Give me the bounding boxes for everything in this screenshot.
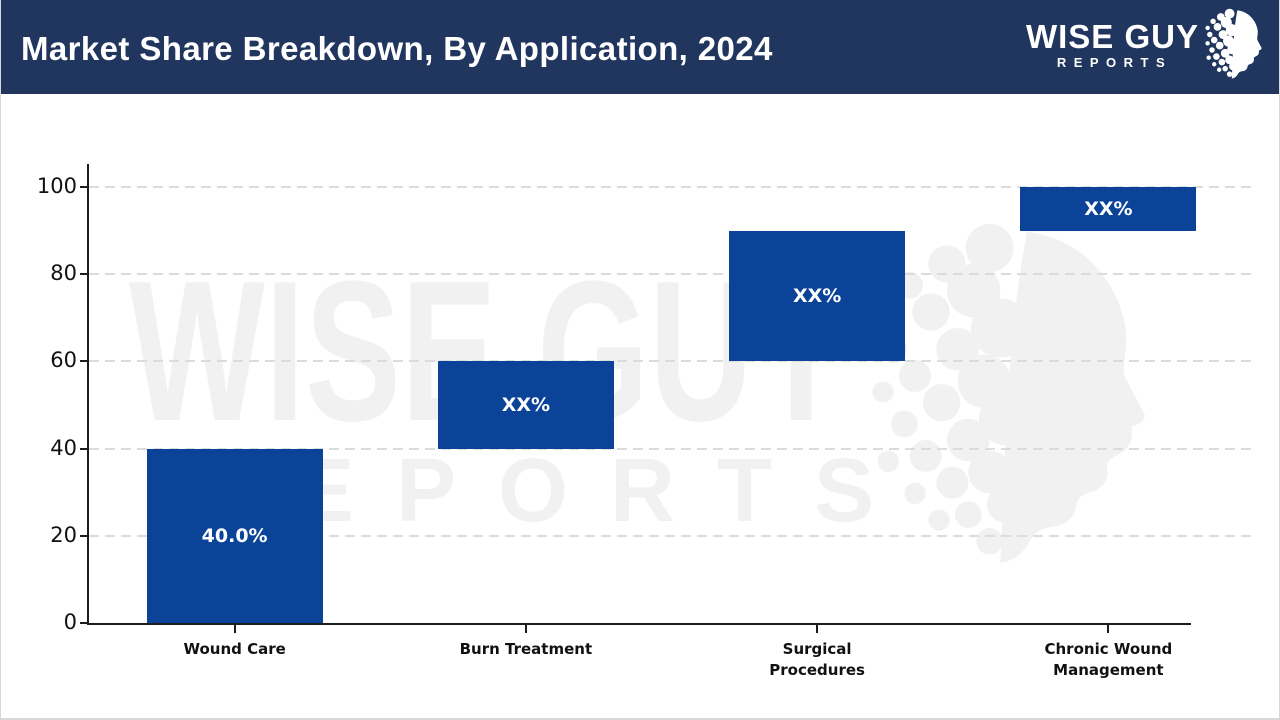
chart-area: WISE GUY REPORTS 40.0% XX% XX% XX% 0 20 40 60 80… bbox=[1, 94, 1279, 718]
bar-burn-treatment: XX% bbox=[437, 361, 614, 449]
gridline-y-60 bbox=[89, 360, 1254, 363]
category-label-wound-care: Wound Care bbox=[115, 639, 355, 660]
y-tick-0 bbox=[80, 622, 88, 624]
category-label-line: Wound Care bbox=[183, 640, 286, 658]
category-label-line: Surgical bbox=[782, 640, 852, 658]
gridline-y-40 bbox=[89, 447, 1254, 450]
x-axis bbox=[87, 623, 1191, 625]
category-label-line: Burn Treatment bbox=[459, 640, 593, 658]
y-tick-100 bbox=[80, 186, 88, 188]
wiseguy-head-icon bbox=[1201, 6, 1267, 84]
gridline-y-80 bbox=[89, 273, 1254, 276]
category-label-surgical-procedures: Surgical Procedures bbox=[697, 639, 937, 681]
gridline-y-100 bbox=[89, 186, 1254, 188]
header-bar: Market Share Breakdown, By Application, … bbox=[1, 0, 1279, 94]
x-tick-1 bbox=[524, 625, 527, 633]
y-tick-label-80: 80 bbox=[50, 261, 77, 286]
bar-value-label-surgical-procedures: XX% bbox=[792, 284, 842, 307]
y-tick-60 bbox=[80, 360, 88, 363]
y-tick-label-0: 0 bbox=[63, 610, 77, 634]
wiseguy-wordmark: WISE GUY bbox=[1025, 17, 1199, 55]
y-tick-label-40: 40 bbox=[50, 435, 77, 460]
y-tick-80 bbox=[80, 273, 88, 276]
bar-chart: 40.0% XX% XX% XX% 0 20 40 60 80 100 Wound Care Burn… bbox=[1, 94, 1279, 718]
y-tick-20 bbox=[80, 534, 88, 537]
category-label-chronic-wound-management: Chronic Wound Management bbox=[988, 639, 1228, 681]
y-axis bbox=[87, 164, 89, 625]
bar-value-label-burn-treatment: XX% bbox=[501, 393, 551, 416]
category-label-line: Chronic Wound bbox=[1044, 640, 1173, 658]
category-label-burn-treatment: Burn Treatment bbox=[406, 639, 646, 660]
y-tick-label-20: 20 bbox=[50, 522, 77, 547]
bar-wound-care: 40.0% bbox=[146, 448, 323, 623]
x-tick-0 bbox=[233, 625, 236, 633]
y-tick-label-100: 100 bbox=[36, 174, 77, 198]
x-tick-2 bbox=[816, 625, 819, 633]
wiseguy-logo-text: WISE GUY REPORTS bbox=[1025, 17, 1199, 71]
y-tick-label-60: 60 bbox=[50, 348, 77, 373]
category-label-line: Management bbox=[1053, 661, 1164, 679]
bar-value-label-wound-care: 40.0% bbox=[201, 524, 268, 547]
wiseguy-logo: WISE GUY REPORTS bbox=[1026, 6, 1267, 84]
x-tick-3 bbox=[1107, 625, 1110, 633]
bar-value-label-chronic-wound-management: XX% bbox=[1084, 197, 1133, 220]
category-label-line: Procedures bbox=[769, 661, 865, 679]
wiseguy-reports-subtext: REPORTS bbox=[1056, 55, 1173, 71]
bar-surgical-procedures: XX% bbox=[729, 230, 906, 362]
y-tick-40 bbox=[80, 447, 88, 450]
page-title: Market Share Breakdown, By Application, … bbox=[21, 30, 773, 67]
gridline-y-20 bbox=[89, 534, 1254, 537]
bar-chronic-wound-management: XX% bbox=[1020, 187, 1197, 231]
